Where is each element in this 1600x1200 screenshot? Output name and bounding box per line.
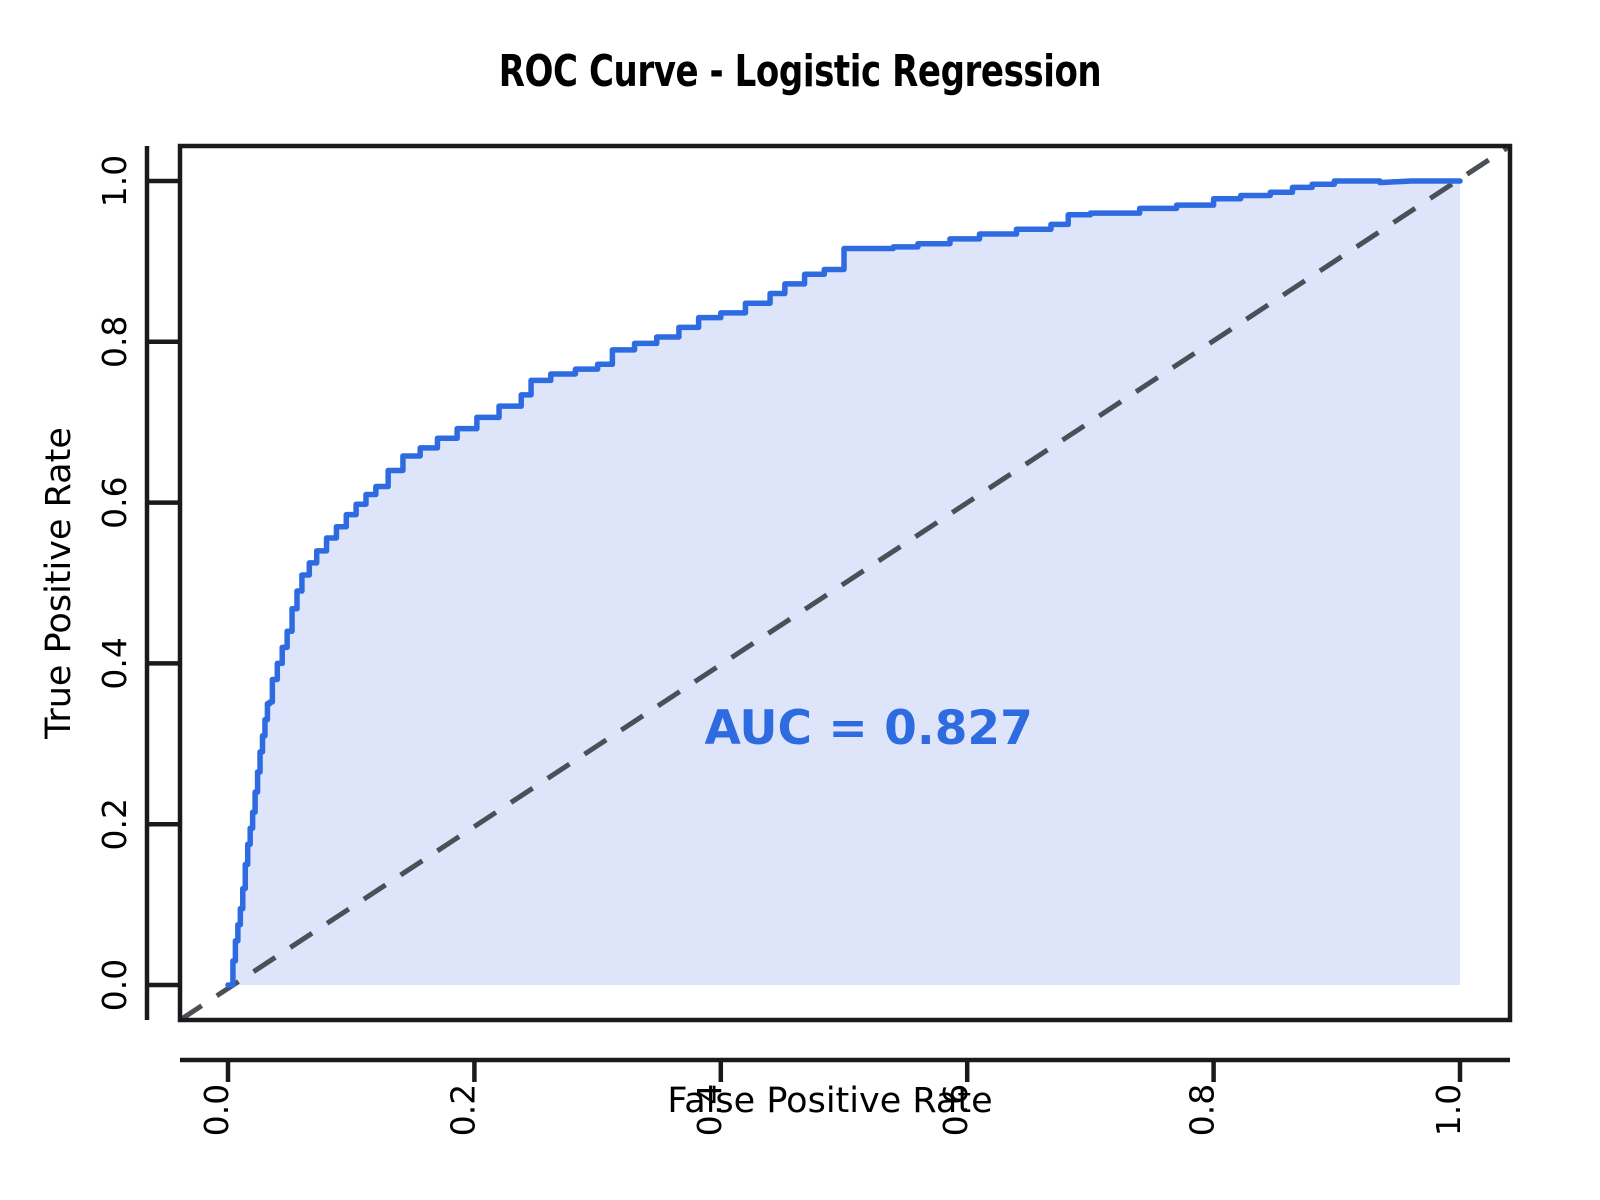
x-tick-label: 0.0 xyxy=(197,1084,236,1136)
chance-diagonal-line xyxy=(178,143,1512,1023)
x-tick-label: 0.8 xyxy=(1183,1084,1222,1136)
plot-box-frame xyxy=(177,143,1513,1023)
x-tick-label: 1.0 xyxy=(1429,1084,1468,1136)
chart-title: ROC Curve - Logistic Regression xyxy=(498,46,1102,97)
y-axis-ticks: 0.0 0.2 0.4 0.6 0.8 1.0 xyxy=(95,155,180,1011)
y-tick-label: 0.0 xyxy=(95,959,134,1011)
y-axis-title: True Positive Rate xyxy=(39,427,79,740)
x-axis-title: False Positive Rate xyxy=(667,1081,992,1121)
x-tick-label: 0.2 xyxy=(443,1084,482,1136)
x-axis-ticks: 0.0 0.2 0.4 0.6 0.8 1.0 xyxy=(197,1060,1468,1136)
roc-curve-line xyxy=(225,178,1463,988)
y-tick-label: 0.8 xyxy=(95,316,134,368)
y-tick-label: 0.4 xyxy=(95,637,134,689)
y-tick-label: 0.2 xyxy=(95,798,134,850)
y-tick-label: 0.6 xyxy=(95,476,134,528)
x-tick-label: 0.6 xyxy=(936,1084,975,1136)
auc-annotation-label: AUC = 0.827 xyxy=(704,701,1032,756)
y-tick-label: 1.0 xyxy=(95,155,134,207)
x-tick-label: 0.4 xyxy=(690,1084,729,1136)
